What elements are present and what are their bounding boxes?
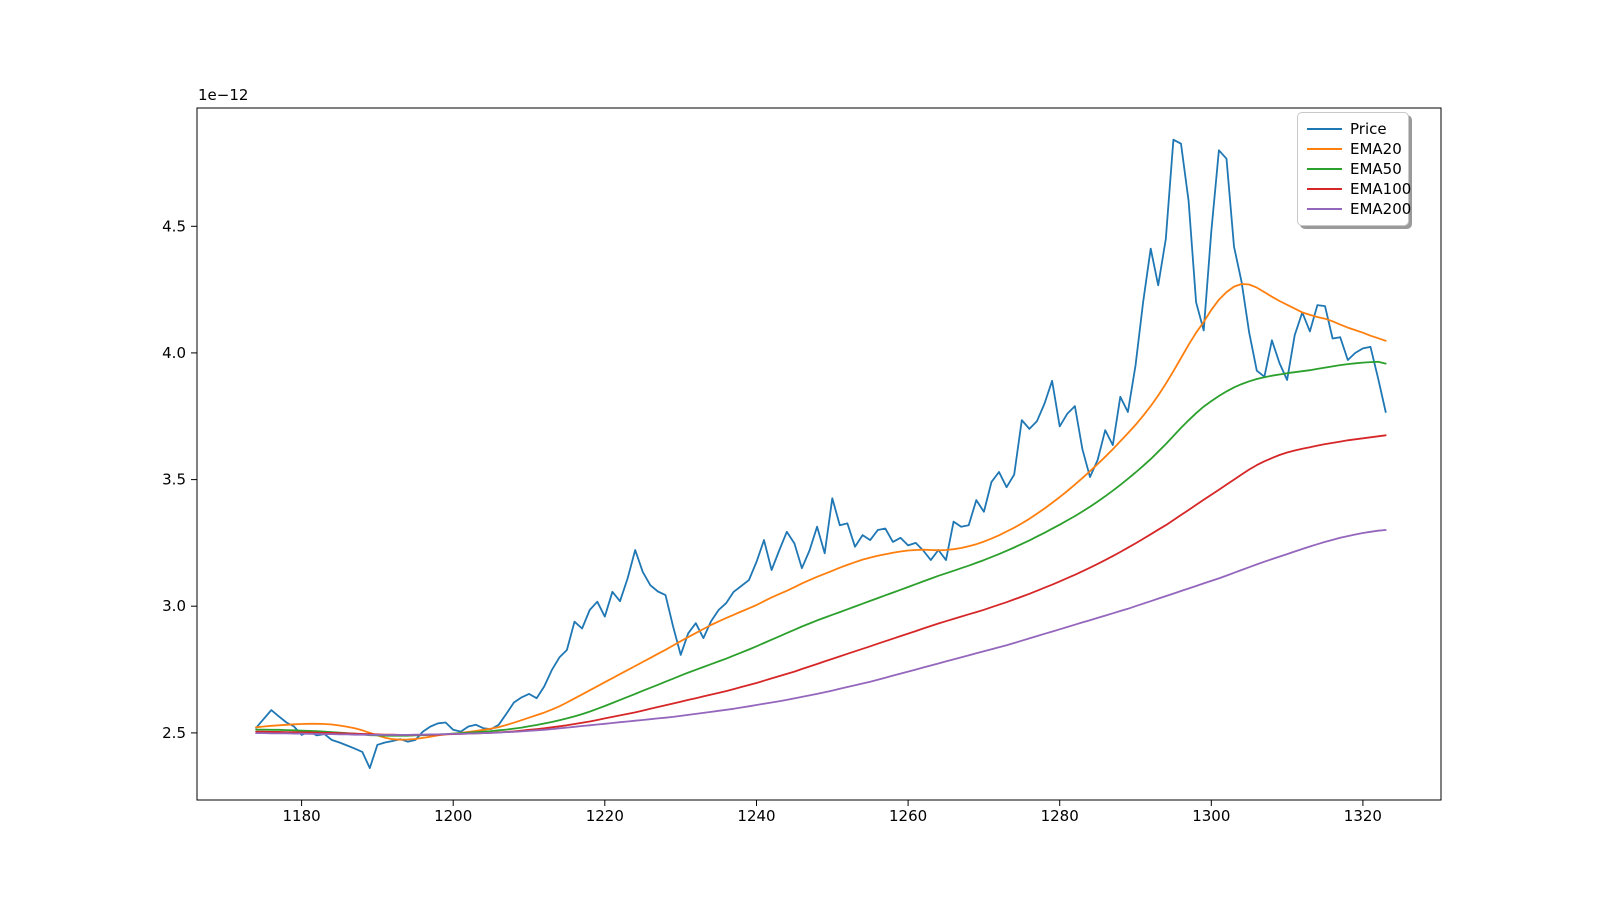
legend-entry-ema100: EMA100 [1307, 179, 1411, 199]
y-tick-label: 4.0 [162, 344, 186, 362]
legend-label-ema200: EMA200 [1350, 200, 1412, 218]
ema200-line-swatch [1307, 208, 1342, 210]
ema100-line-swatch [1307, 188, 1342, 190]
price-line-swatch [1307, 128, 1342, 130]
y-tick-label: 4.5 [162, 217, 186, 235]
x-tick-label: 1300 [1192, 807, 1230, 825]
legend-entry-ema50: EMA50 [1307, 159, 1402, 179]
x-tick-label: 1280 [1041, 807, 1079, 825]
legend-entry-price: Price [1307, 119, 1399, 139]
x-tick-label: 1220 [586, 807, 624, 825]
legend-label-ema50: EMA50 [1350, 160, 1402, 178]
legend-label-ema20: EMA20 [1350, 140, 1402, 158]
x-tick-label: 1240 [737, 807, 775, 825]
axes-spines [196, 107, 1442, 801]
x-tick-label: 1180 [283, 807, 321, 825]
legend-box: Price EMA20 EMA50 EMA100 EMA200 [1297, 112, 1411, 226]
legend-label-price: Price [1350, 120, 1387, 138]
y-tick-label: 3.5 [162, 471, 186, 489]
series-line-ema200 [255, 529, 1387, 736]
legend-entry-ema200: EMA200 [1307, 199, 1411, 219]
legend-entry-ema20: EMA20 [1307, 139, 1402, 159]
x-tick-label: 1320 [1344, 807, 1382, 825]
y-tick-label: 3.0 [162, 597, 186, 615]
y-axis-offset-text: 1e−12 [198, 86, 248, 104]
x-tick-label: 1200 [434, 807, 472, 825]
ema50-line-swatch [1307, 168, 1342, 170]
legend-label-ema100: EMA100 [1350, 180, 1412, 198]
x-tick-label: 1260 [889, 807, 927, 825]
series-line-price [255, 138, 1387, 769]
y-tick-label: 2.5 [162, 724, 186, 742]
ema20-line-swatch [1307, 148, 1342, 150]
